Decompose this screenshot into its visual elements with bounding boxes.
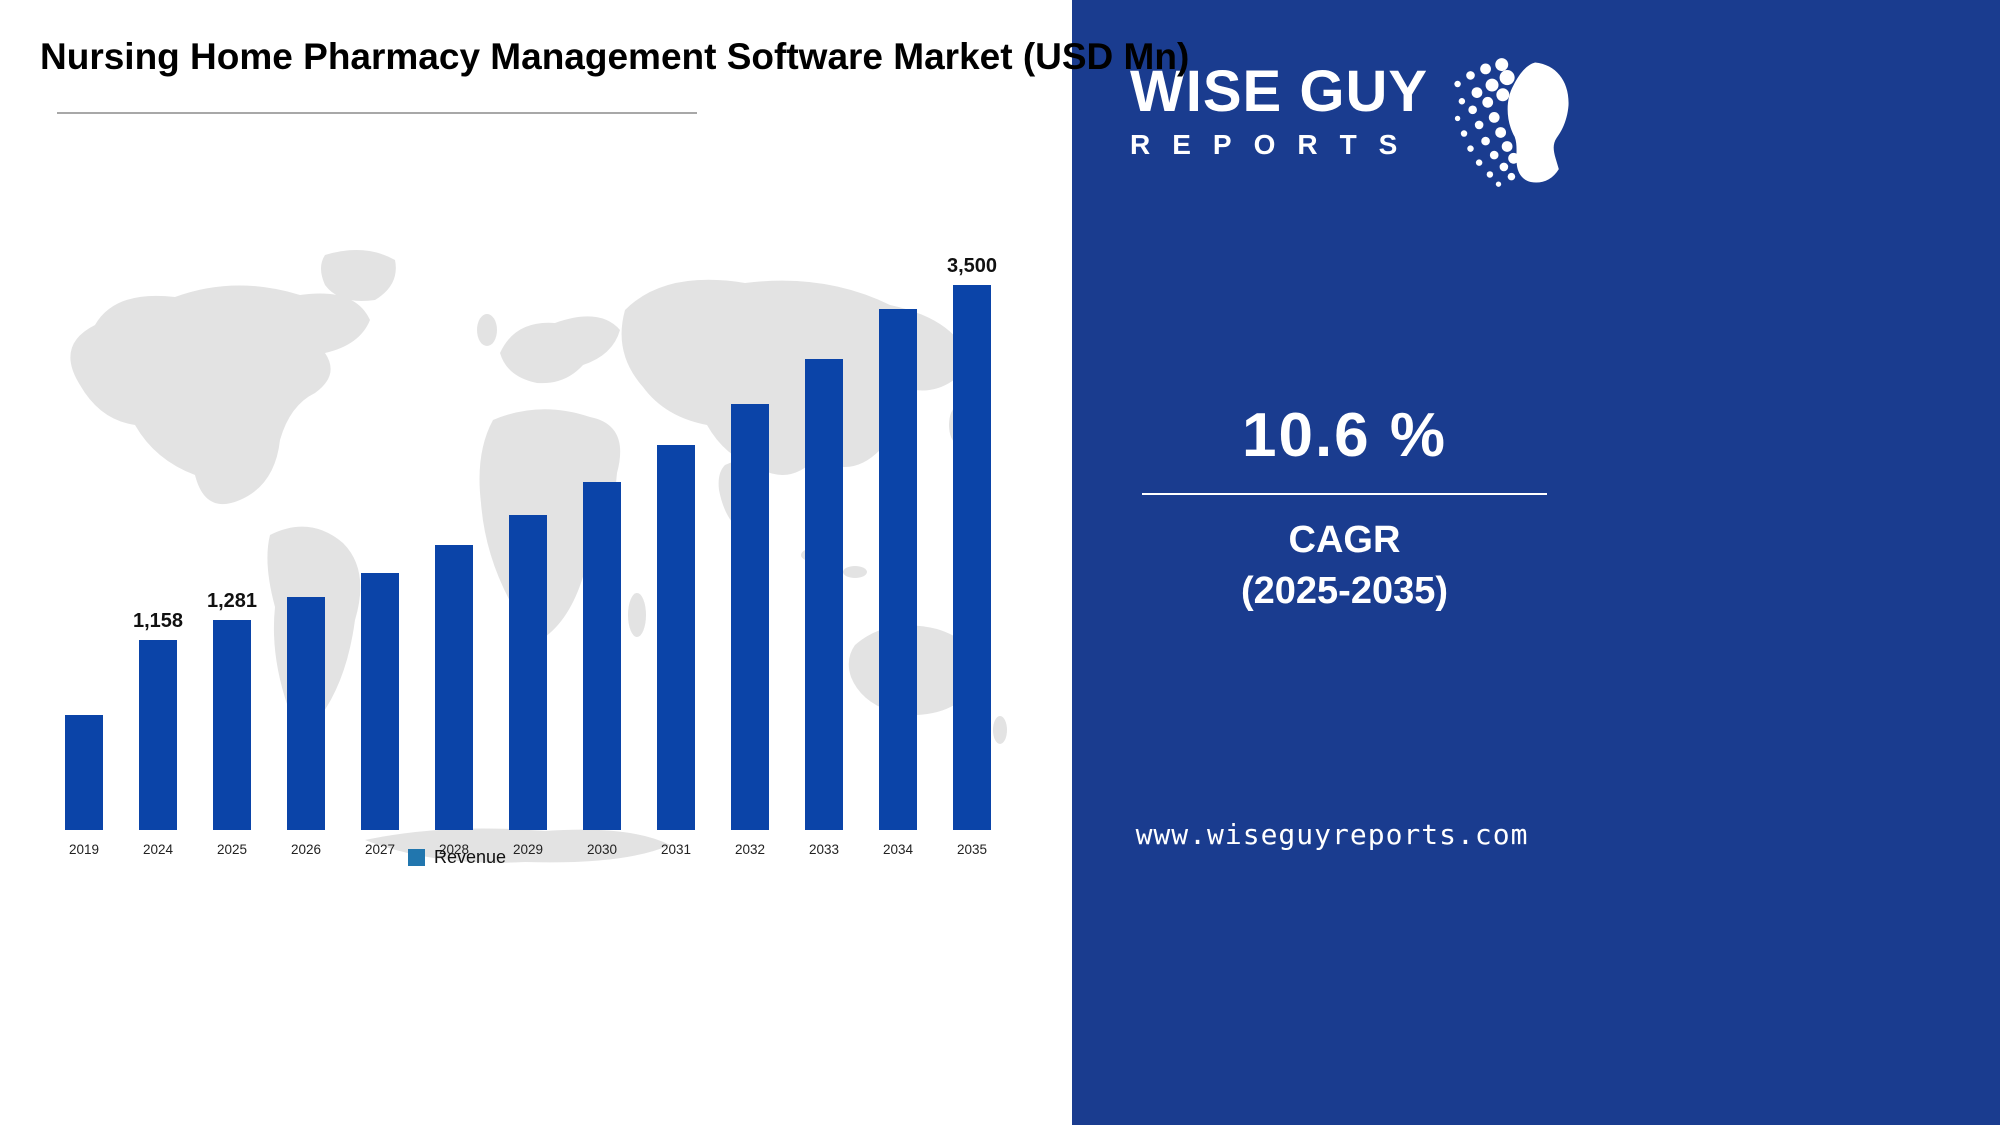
x-axis-label: 2025 bbox=[216, 842, 248, 857]
title-underline bbox=[57, 112, 697, 114]
bar-column: 2019 bbox=[48, 255, 120, 857]
bar bbox=[139, 639, 177, 830]
x-axis-label: 2035 bbox=[956, 842, 988, 857]
bar-value-label: 3,500 bbox=[946, 255, 998, 277]
x-axis-label: 2028 bbox=[438, 842, 470, 857]
x-axis-label: 2026 bbox=[290, 842, 322, 857]
cagr-period: (2025-2035) bbox=[1240, 570, 1449, 612]
cagr-value: 10.6 % bbox=[1241, 401, 1448, 470]
x-axis-label: 2032 bbox=[734, 842, 766, 857]
bar-chart: 2019 1,158 2024 1,281 2025 2026 2027 2028 2029 20… bbox=[48, 255, 1008, 857]
brand-logo: WISE GUY REPORTS bbox=[1130, 58, 1585, 196]
bar bbox=[213, 619, 251, 830]
bar-value-label: 1,158 bbox=[132, 609, 184, 632]
dotted-head-profile-icon bbox=[1454, 58, 1569, 187]
bar-column: 2033 bbox=[788, 255, 860, 857]
bar-column: 1,158 2024 bbox=[122, 255, 194, 857]
page-title: Nursing Home Pharmacy Management Softwar… bbox=[40, 36, 1190, 77]
bar-column: 2031 bbox=[640, 255, 712, 857]
bar-column: 2026 bbox=[270, 255, 342, 857]
brand-name: WISE GUY bbox=[1130, 59, 1429, 124]
bar-column: 2028 bbox=[418, 255, 490, 857]
website-url: www.wiseguyreports.com bbox=[1135, 818, 1529, 851]
bar bbox=[583, 481, 621, 830]
cagr-block: 10.6 % CAGR (2025-2035) bbox=[1142, 400, 1547, 613]
cagr-divider bbox=[1142, 493, 1547, 495]
bar-column: 3,500 2035 bbox=[936, 255, 1008, 857]
bar-column: 2034 bbox=[862, 255, 934, 857]
bar bbox=[361, 572, 399, 830]
bar-column: 2027 bbox=[344, 255, 416, 857]
bar bbox=[657, 444, 695, 830]
bar bbox=[879, 308, 917, 830]
world-map bbox=[70, 250, 1007, 863]
bar-column: 2030 bbox=[566, 255, 638, 857]
brand-panel: WISE GUY REPORTS 10.6 % bbox=[1072, 0, 2000, 1125]
x-axis-label: 2029 bbox=[512, 842, 544, 857]
bar bbox=[435, 545, 473, 830]
continents bbox=[70, 250, 1007, 863]
bar bbox=[805, 358, 843, 830]
x-axis-label: 2034 bbox=[882, 842, 914, 857]
legend-label: Revenue bbox=[434, 847, 507, 867]
legend-swatch bbox=[408, 849, 425, 866]
cagr-label: CAGR bbox=[1288, 519, 1401, 561]
chart-legend: Revenue bbox=[408, 847, 506, 868]
bar bbox=[509, 515, 547, 830]
bar-column: 1,281 2025 bbox=[196, 255, 268, 857]
bar bbox=[953, 285, 991, 830]
x-axis-label: 2024 bbox=[142, 842, 174, 857]
x-axis-label: 2031 bbox=[660, 842, 692, 857]
bar bbox=[65, 715, 103, 830]
bar bbox=[287, 597, 325, 830]
x-axis-label: 2030 bbox=[586, 842, 618, 857]
brand-logo-text: WISE GUY REPORTS bbox=[1130, 59, 1429, 161]
bar-value-label: 1,281 bbox=[206, 589, 258, 612]
bar bbox=[731, 403, 769, 830]
brand-subname: REPORTS bbox=[1130, 128, 1420, 160]
bar-column: 2029 bbox=[492, 255, 564, 857]
x-axis-label: 2027 bbox=[364, 842, 396, 857]
bar-column: 2032 bbox=[714, 255, 786, 857]
x-axis-label: 2033 bbox=[808, 842, 840, 857]
x-axis-label: 2019 bbox=[68, 842, 100, 857]
